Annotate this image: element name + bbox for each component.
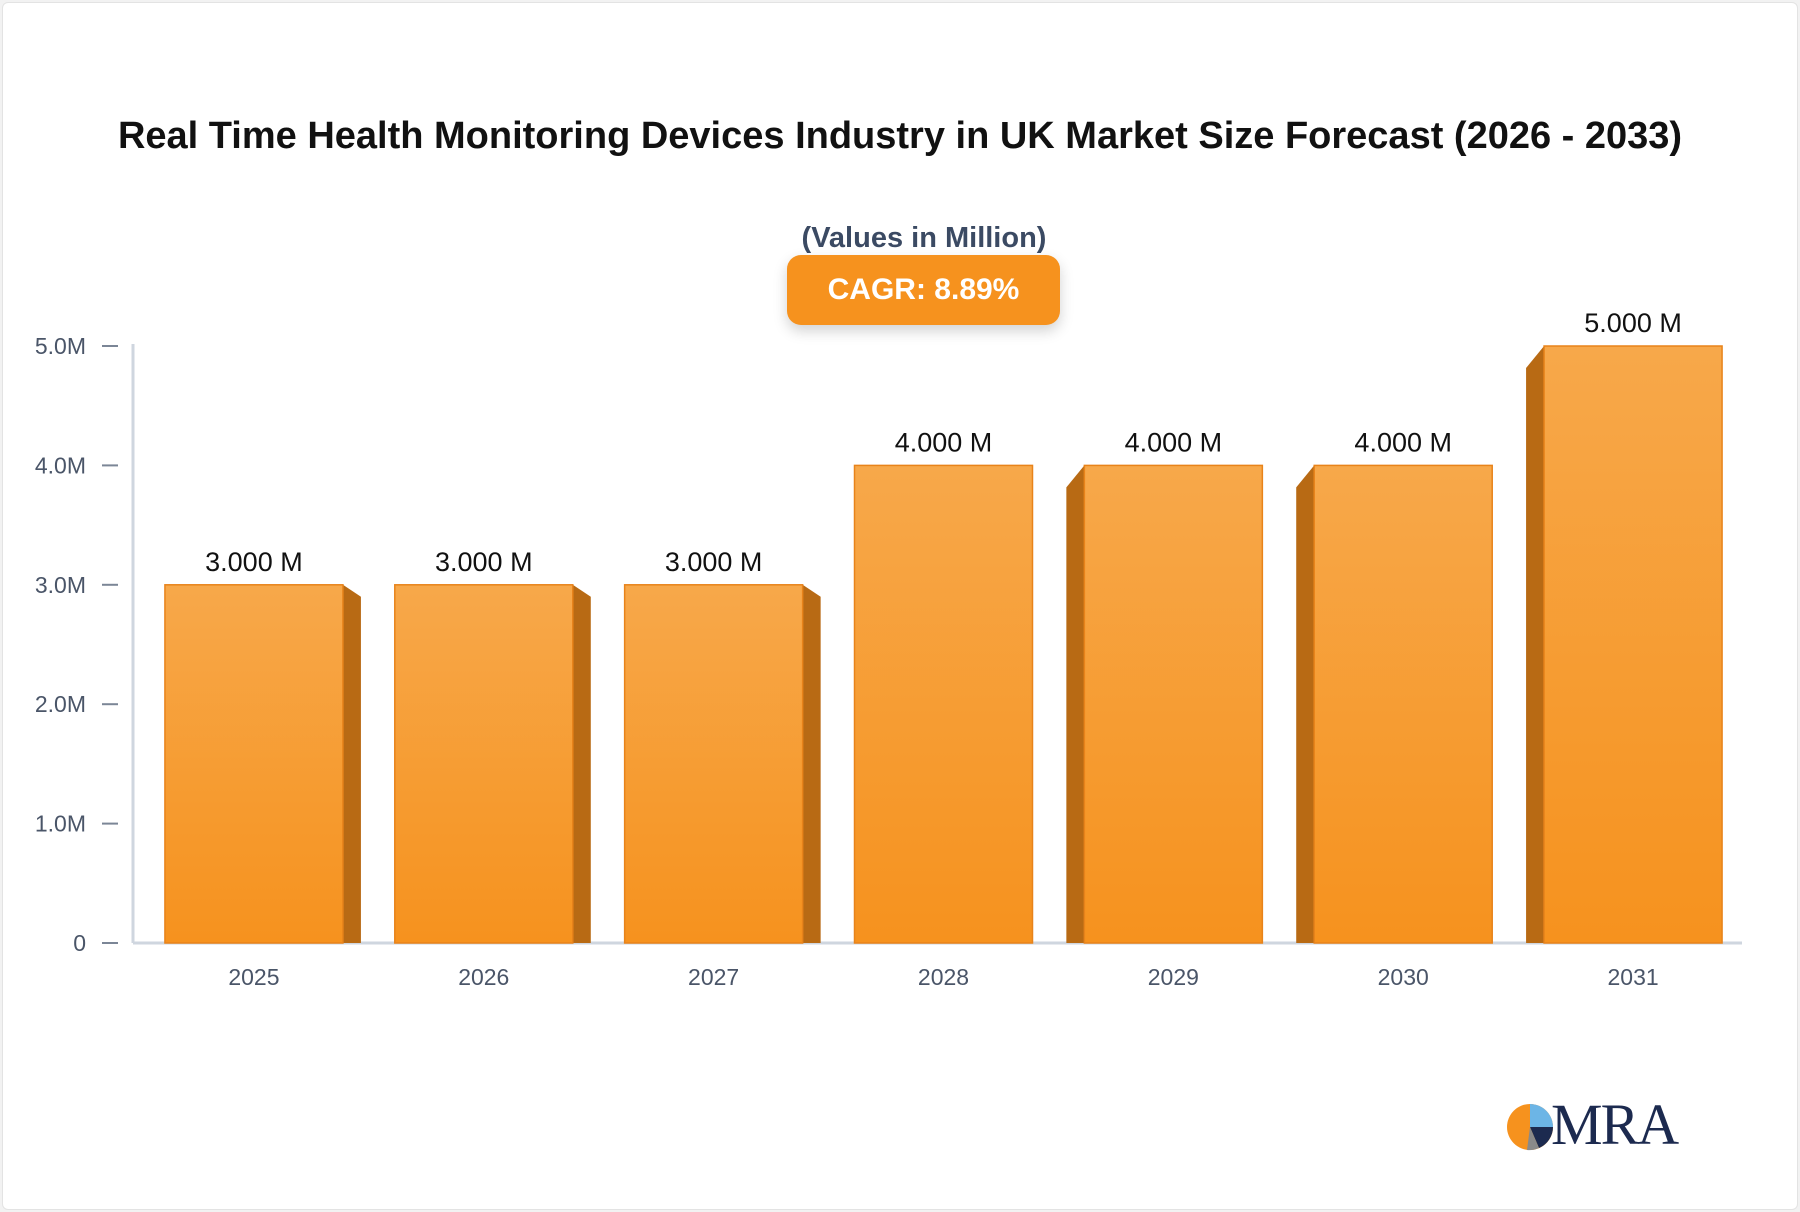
bar: [1543, 345, 1723, 944]
bar-side: [1526, 346, 1545, 943]
y-tick-label: 4.0M: [35, 452, 86, 478]
bar: [1083, 464, 1264, 944]
bar: [853, 464, 1034, 944]
bar-side: [802, 584, 821, 943]
labels: 3.000 M 2025 3.000 M 2026 3.000 M 2027 4.000 M…: [205, 308, 1682, 990]
x-tick-label: 2031: [1607, 964, 1658, 990]
bar-group: [164, 584, 361, 944]
mra-logo: MRA: [1505, 1092, 1695, 1157]
logo-text: MRA: [1551, 1092, 1679, 1157]
bar-group: [1296, 464, 1493, 944]
bars: [164, 345, 1723, 944]
x-tick-label: 2028: [918, 964, 969, 990]
x-tick-label: 2027: [688, 964, 739, 990]
bar-group: [1526, 345, 1723, 944]
bar-side: [572, 584, 591, 943]
data-label: 3.000 M: [205, 547, 303, 577]
bar: [1313, 464, 1493, 944]
bar-group: [623, 584, 821, 944]
bar-group: [853, 464, 1034, 944]
logo-mark-icon: [1507, 1104, 1553, 1151]
data-label: 4.000 M: [895, 427, 993, 457]
bar: [623, 584, 804, 944]
cagr-badge: CAGR: 8.89%: [787, 255, 1060, 325]
bar: [394, 584, 574, 944]
data-label: 3.000 M: [665, 547, 763, 577]
y-tick-label: 3.0M: [35, 572, 86, 598]
y-tick-label: 1.0M: [35, 811, 86, 837]
bar-group: [1066, 464, 1264, 944]
data-label: 4.000 M: [1354, 427, 1452, 457]
y-tick-label: 5.0M: [35, 333, 86, 359]
x-tick-label: 2025: [228, 964, 279, 990]
y-tick-label: 2.0M: [35, 691, 86, 717]
bar-side: [1296, 465, 1315, 943]
bar-side: [342, 584, 361, 943]
x-tick-label: 2029: [1148, 964, 1199, 990]
chart-title: Real Time Health Monitoring Devices Indu…: [117, 115, 1683, 157]
y-tick-label: 0: [73, 930, 86, 956]
data-label: 3.000 M: [435, 547, 533, 577]
chart-subtitle: (Values in Million): [801, 222, 1047, 254]
data-label: 5.000 M: [1584, 308, 1682, 338]
bar: [164, 584, 344, 944]
bar-group: [394, 584, 591, 944]
data-label: 4.000 M: [1125, 427, 1223, 457]
x-tick-label: 2030: [1378, 964, 1429, 990]
x-tick-label: 2026: [458, 964, 509, 990]
bar-side: [1066, 465, 1085, 943]
